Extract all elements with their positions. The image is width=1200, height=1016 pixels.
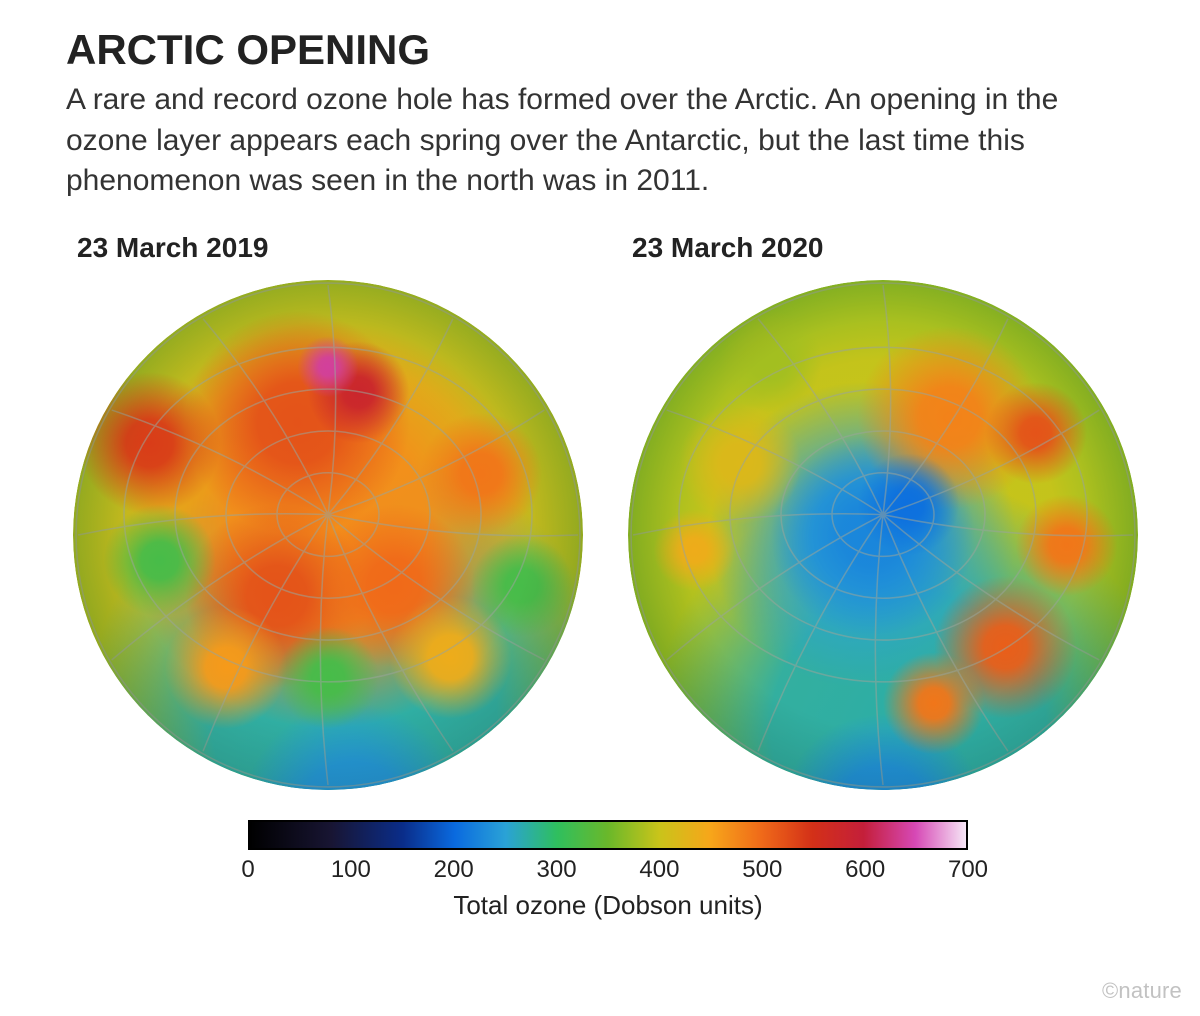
page-subtitle: A rare and record ozone hole has formed … <box>66 80 1126 202</box>
legend-tick: 600 <box>845 856 885 884</box>
page-title: ARCTIC OPENING <box>66 26 1150 74</box>
legend-axis-label: Total ozone (Dobson units) <box>248 890 968 921</box>
legend-tick: 400 <box>639 856 679 884</box>
globe-label: 23 March 2020 <box>632 232 1143 264</box>
globe-label: 23 March 2019 <box>77 232 588 264</box>
source-credit: ©nature <box>1102 978 1182 1004</box>
legend-tick: 200 <box>434 856 474 884</box>
legend-ticks: 0100200300400500600700 <box>248 856 968 888</box>
color-legend: 0100200300400500600700 Total ozone (Dobs… <box>248 820 968 921</box>
globe-panel-2020: 23 March 2020 <box>628 232 1143 790</box>
legend-tick: 300 <box>537 856 577 884</box>
legend-tick: 500 <box>742 856 782 884</box>
legend-tick: 700 <box>948 856 988 884</box>
legend-gradient-bar <box>248 820 968 850</box>
globe-comparison: 23 March 2019 23 March 2020 <box>73 232 1143 790</box>
legend-tick: 100 <box>331 856 371 884</box>
legend-tick: 0 <box>241 856 254 884</box>
ozone-globe-2019 <box>73 280 583 790</box>
globe-panel-2019: 23 March 2019 <box>73 232 588 790</box>
ozone-globe-2020 <box>628 280 1138 790</box>
